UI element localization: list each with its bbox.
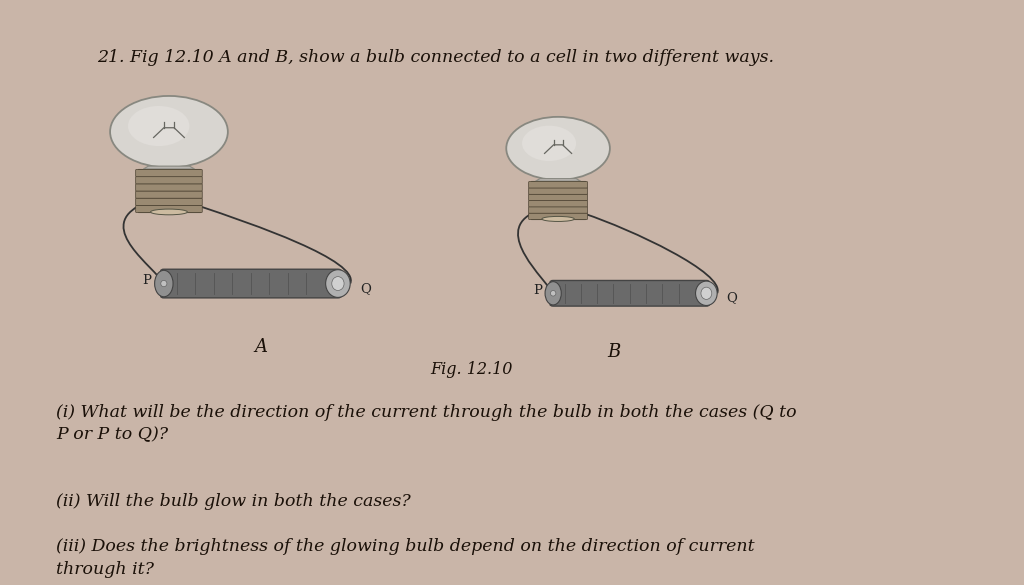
FancyBboxPatch shape <box>528 188 588 194</box>
FancyBboxPatch shape <box>135 205 203 212</box>
Text: (i) What will be the direction of the current through the bulb in both the cases: (i) What will be the direction of the cu… <box>56 404 797 443</box>
Text: 21. Fig 12.10 A and B, show a bulb connected to a cell in two different ways.: 21. Fig 12.10 A and B, show a bulb conne… <box>97 49 774 66</box>
Ellipse shape <box>542 216 574 222</box>
FancyBboxPatch shape <box>135 198 203 205</box>
FancyBboxPatch shape <box>528 213 588 219</box>
Text: Fig. 12.10: Fig. 12.10 <box>430 361 512 378</box>
Ellipse shape <box>151 209 187 215</box>
Ellipse shape <box>128 106 189 146</box>
FancyBboxPatch shape <box>528 194 588 201</box>
Ellipse shape <box>332 277 344 291</box>
Ellipse shape <box>545 281 561 305</box>
Ellipse shape <box>326 270 350 297</box>
Text: P: P <box>142 274 152 287</box>
Ellipse shape <box>522 126 577 161</box>
Ellipse shape <box>111 96 227 167</box>
FancyBboxPatch shape <box>135 170 203 177</box>
FancyBboxPatch shape <box>135 184 203 191</box>
FancyBboxPatch shape <box>135 177 203 184</box>
FancyBboxPatch shape <box>135 191 203 198</box>
Ellipse shape <box>701 287 712 300</box>
Ellipse shape <box>695 281 717 305</box>
Bar <box>531 181 585 219</box>
Ellipse shape <box>155 270 173 297</box>
Text: B: B <box>608 343 621 362</box>
FancyBboxPatch shape <box>528 181 588 188</box>
FancyBboxPatch shape <box>161 269 341 298</box>
FancyBboxPatch shape <box>550 280 710 306</box>
Polygon shape <box>536 178 581 181</box>
FancyBboxPatch shape <box>528 207 588 213</box>
Ellipse shape <box>506 117 610 180</box>
Ellipse shape <box>551 291 556 296</box>
Text: Q: Q <box>360 281 372 295</box>
FancyBboxPatch shape <box>528 201 588 207</box>
Text: (ii) Will the bulb glow in both the cases?: (ii) Will the bulb glow in both the case… <box>56 493 411 510</box>
Polygon shape <box>143 166 195 169</box>
Text: A: A <box>255 338 267 356</box>
Ellipse shape <box>161 280 167 287</box>
Text: (iii) Does the brightness of the glowing bulb depend on the direction of current: (iii) Does the brightness of the glowing… <box>56 538 755 577</box>
Text: P: P <box>534 284 543 297</box>
Bar <box>138 169 200 212</box>
Text: Q: Q <box>726 291 737 304</box>
